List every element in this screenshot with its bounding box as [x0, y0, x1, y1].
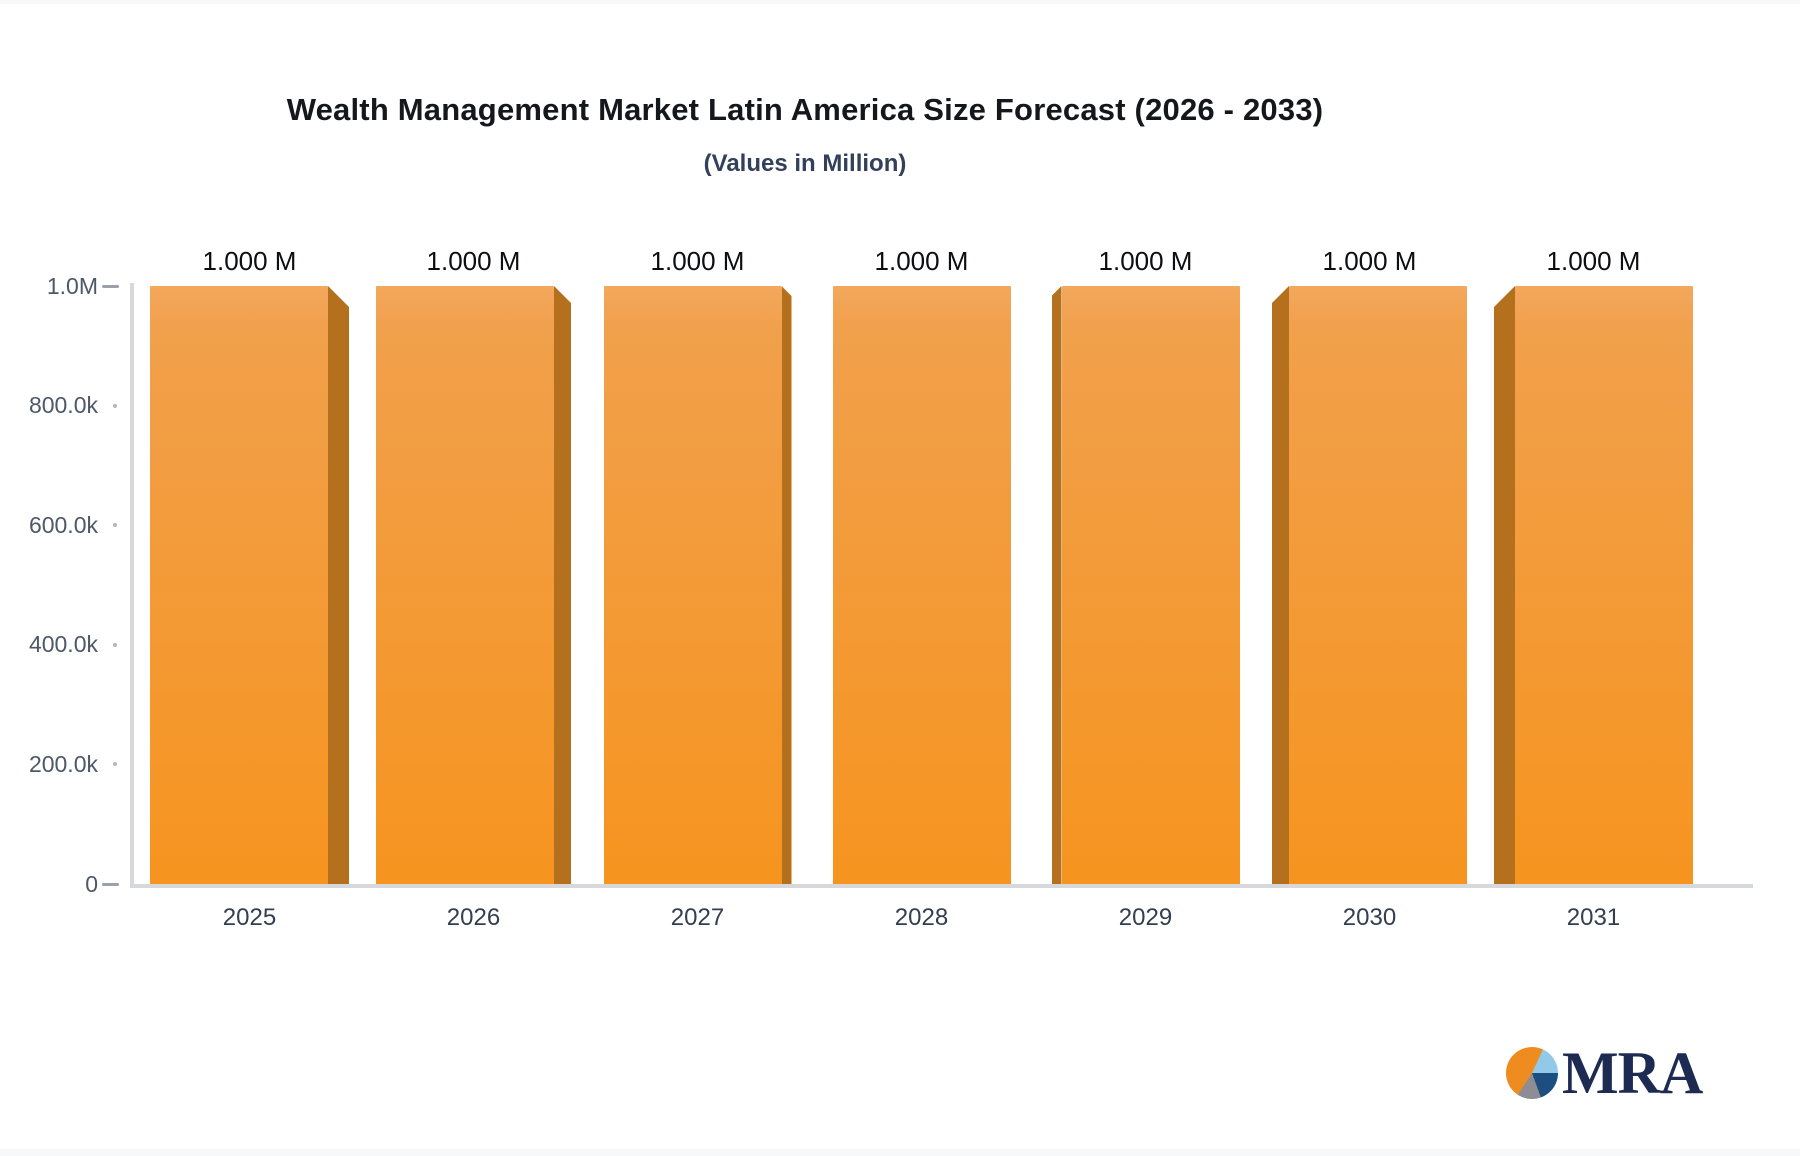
bar	[150, 286, 328, 884]
bar	[376, 286, 554, 884]
y-axis-tick-mark	[102, 882, 119, 886]
bar-3d-side-face	[1272, 286, 1289, 884]
bar	[603, 286, 782, 884]
y-axis-tick-label: 1.0M	[46, 272, 98, 299]
bar-3d-side-face	[554, 286, 571, 884]
x-axis-line	[130, 884, 1753, 888]
bar-3d-side-face	[781, 286, 792, 884]
y-axis-tick-mark	[102, 284, 119, 288]
chart-title: Wealth Management Market Latin America S…	[286, 92, 1324, 127]
y-axis-tick-mark	[113, 762, 117, 767]
bar-value-label: 1.000 M	[1546, 246, 1641, 276]
mra-logo: MRA	[1506, 1040, 1703, 1106]
x-axis-category-label: 2027	[670, 904, 725, 931]
y-axis-tick-label: 600.0k	[28, 511, 98, 538]
x-axis-category-label: 2029	[1118, 904, 1173, 931]
bar	[1515, 286, 1693, 884]
bar-value-label: 1.000 M	[1322, 246, 1417, 276]
x-axis-category-label: 2026	[446, 904, 501, 931]
bar-3d-side-face	[1494, 286, 1515, 884]
bar	[1289, 286, 1467, 884]
bar	[832, 286, 1011, 884]
bar-value-label: 1.000 M	[874, 246, 969, 276]
page-edge-top	[0, 0, 1800, 4]
y-axis-tick-label: 800.0k	[28, 392, 98, 419]
page-edge-bottom	[0, 1149, 1800, 1156]
bar-value-label: 1.000 M	[1098, 246, 1193, 276]
pie-chart-logo-icon	[1506, 1047, 1558, 1099]
bar-value-label: 1.000 M	[202, 246, 297, 276]
x-axis-category-label: 2025	[222, 904, 277, 931]
y-axis-tick-label: 200.0k	[28, 750, 98, 777]
bar-value-label: 1.000 M	[650, 246, 745, 276]
bar	[1061, 286, 1240, 884]
x-axis-category-label: 2028	[894, 904, 949, 931]
bar-3d-side-face	[328, 286, 349, 884]
y-axis-line	[130, 283, 134, 886]
y-axis-tick-mark	[113, 523, 117, 528]
bar-value-label: 1.000 M	[426, 246, 521, 276]
x-axis-category-label: 2030	[1342, 904, 1397, 931]
y-axis-tick-label: 400.0k	[28, 631, 98, 658]
bar-3d-side-face	[1051, 286, 1062, 884]
y-axis-tick-mark	[113, 403, 117, 408]
y-axis-tick-mark	[113, 642, 117, 647]
x-axis-category-label: 2031	[1566, 904, 1621, 931]
y-axis-tick-label: 0	[85, 870, 98, 897]
logo-text: MRA	[1562, 1040, 1703, 1106]
chart-subtitle: (Values in Million)	[703, 150, 907, 177]
